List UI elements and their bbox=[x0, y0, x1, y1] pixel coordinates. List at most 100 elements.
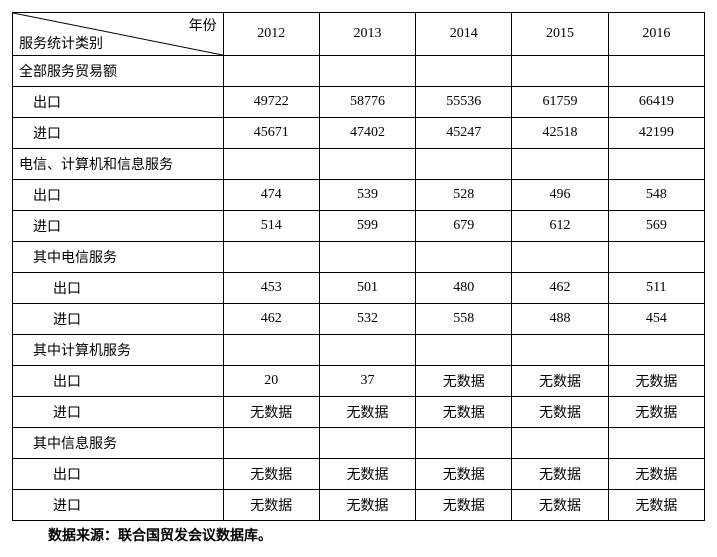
table-row: 出口2037无数据无数据无数据 bbox=[13, 366, 705, 397]
data-cell: 无数据 bbox=[223, 459, 319, 490]
data-cell: 无数据 bbox=[223, 397, 319, 428]
data-cell bbox=[416, 56, 512, 87]
data-cell: 37 bbox=[319, 366, 415, 397]
table-row: 进口4567147402452474251842199 bbox=[13, 118, 705, 149]
data-cell: 无数据 bbox=[416, 366, 512, 397]
data-cell bbox=[512, 149, 608, 180]
data-cell: 无数据 bbox=[512, 366, 608, 397]
data-cell: 528 bbox=[416, 180, 512, 211]
data-cell bbox=[223, 428, 319, 459]
table-row: 进口无数据无数据无数据无数据无数据 bbox=[13, 397, 705, 428]
data-cell: 45247 bbox=[416, 118, 512, 149]
row-label: 其中电信服务 bbox=[13, 242, 224, 273]
table-row: 其中信息服务 bbox=[13, 428, 705, 459]
row-label: 进口 bbox=[13, 118, 224, 149]
data-cell: 无数据 bbox=[319, 397, 415, 428]
table-row: 电信、计算机和信息服务 bbox=[13, 149, 705, 180]
table-row: 其中电信服务 bbox=[13, 242, 705, 273]
data-cell: 49722 bbox=[223, 87, 319, 118]
row-label: 进口 bbox=[13, 211, 224, 242]
data-cell: 20 bbox=[223, 366, 319, 397]
data-cell: 66419 bbox=[608, 87, 704, 118]
data-cell: 453 bbox=[223, 273, 319, 304]
table-body: 全部服务贸易额出口4972258776555366175966419进口4567… bbox=[13, 56, 705, 521]
data-cell bbox=[319, 149, 415, 180]
row-label: 出口 bbox=[13, 459, 224, 490]
year-header: 2015 bbox=[512, 13, 608, 56]
data-cell bbox=[512, 242, 608, 273]
data-cell: 511 bbox=[608, 273, 704, 304]
data-cell: 无数据 bbox=[416, 490, 512, 521]
diag-bottom-label: 服务统计类别 bbox=[19, 33, 103, 53]
year-header: 2016 bbox=[608, 13, 704, 56]
year-header: 2014 bbox=[416, 13, 512, 56]
data-cell: 无数据 bbox=[223, 490, 319, 521]
data-cell: 501 bbox=[319, 273, 415, 304]
data-cell bbox=[608, 335, 704, 366]
data-cell: 532 bbox=[319, 304, 415, 335]
row-label: 进口 bbox=[13, 397, 224, 428]
data-cell: 无数据 bbox=[512, 490, 608, 521]
year-header: 2012 bbox=[223, 13, 319, 56]
row-label: 出口 bbox=[13, 366, 224, 397]
data-cell: 47402 bbox=[319, 118, 415, 149]
data-cell bbox=[319, 335, 415, 366]
data-cell: 474 bbox=[223, 180, 319, 211]
table-row: 进口无数据无数据无数据无数据无数据 bbox=[13, 490, 705, 521]
data-cell: 42518 bbox=[512, 118, 608, 149]
data-cell bbox=[512, 56, 608, 87]
data-cell bbox=[223, 242, 319, 273]
data-cell bbox=[223, 335, 319, 366]
row-label: 进口 bbox=[13, 490, 224, 521]
data-cell: 548 bbox=[608, 180, 704, 211]
row-label: 其中信息服务 bbox=[13, 428, 224, 459]
data-cell: 55536 bbox=[416, 87, 512, 118]
data-cell: 488 bbox=[512, 304, 608, 335]
data-cell bbox=[223, 56, 319, 87]
row-label: 出口 bbox=[13, 87, 224, 118]
diag-top-label: 年份 bbox=[189, 15, 217, 35]
data-cell: 679 bbox=[416, 211, 512, 242]
data-cell bbox=[416, 242, 512, 273]
row-label: 其中计算机服务 bbox=[13, 335, 224, 366]
table-row: 其中计算机服务 bbox=[13, 335, 705, 366]
table-row: 进口462532558488454 bbox=[13, 304, 705, 335]
data-cell: 496 bbox=[512, 180, 608, 211]
row-label: 出口 bbox=[13, 273, 224, 304]
data-cell: 无数据 bbox=[319, 490, 415, 521]
data-cell: 无数据 bbox=[416, 397, 512, 428]
data-cell bbox=[608, 149, 704, 180]
table-row: 出口4972258776555366175966419 bbox=[13, 87, 705, 118]
row-label: 进口 bbox=[13, 304, 224, 335]
data-cell: 462 bbox=[223, 304, 319, 335]
row-label: 出口 bbox=[13, 180, 224, 211]
table-row: 出口453501480462511 bbox=[13, 273, 705, 304]
data-cell: 480 bbox=[416, 273, 512, 304]
year-header: 2013 bbox=[319, 13, 415, 56]
table-row: 进口514599679612569 bbox=[13, 211, 705, 242]
data-cell: 599 bbox=[319, 211, 415, 242]
data-cell: 612 bbox=[512, 211, 608, 242]
data-cell: 无数据 bbox=[608, 366, 704, 397]
data-cell: 无数据 bbox=[416, 459, 512, 490]
data-cell: 无数据 bbox=[319, 459, 415, 490]
data-cell: 45671 bbox=[223, 118, 319, 149]
data-cell: 无数据 bbox=[608, 459, 704, 490]
data-cell bbox=[319, 242, 415, 273]
data-cell: 539 bbox=[319, 180, 415, 211]
data-cell: 58776 bbox=[319, 87, 415, 118]
data-cell: 462 bbox=[512, 273, 608, 304]
data-cell bbox=[608, 242, 704, 273]
table-row: 全部服务贸易额 bbox=[13, 56, 705, 87]
table-row: 出口474539528496548 bbox=[13, 180, 705, 211]
table-row: 出口无数据无数据无数据无数据无数据 bbox=[13, 459, 705, 490]
data-cell bbox=[512, 335, 608, 366]
data-cell bbox=[223, 149, 319, 180]
data-cell bbox=[416, 149, 512, 180]
data-cell: 无数据 bbox=[512, 459, 608, 490]
data-cell bbox=[319, 56, 415, 87]
data-cell bbox=[512, 428, 608, 459]
data-cell bbox=[319, 428, 415, 459]
data-cell: 无数据 bbox=[608, 397, 704, 428]
diag-header-cell: 年份 服务统计类别 bbox=[13, 13, 224, 56]
